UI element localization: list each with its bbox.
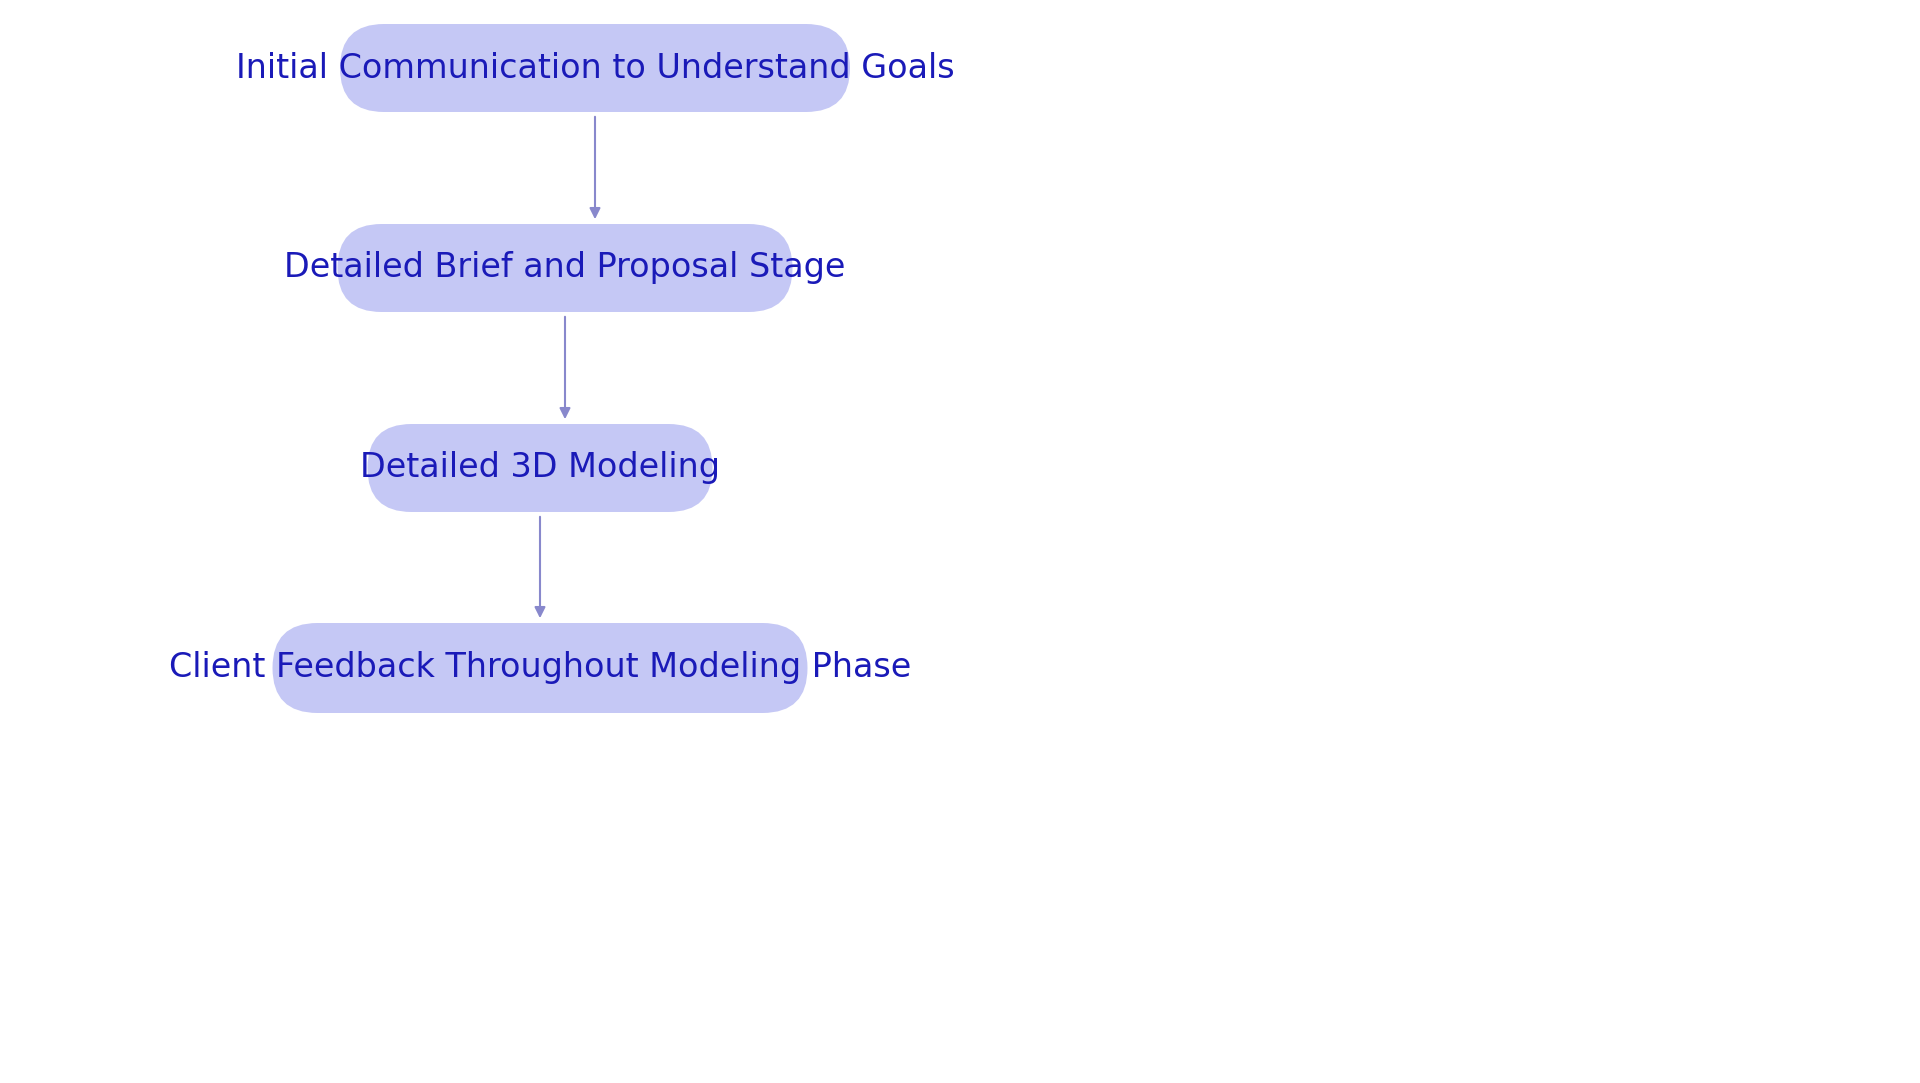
FancyBboxPatch shape [338, 224, 793, 312]
FancyBboxPatch shape [340, 24, 851, 112]
Text: Detailed Brief and Proposal Stage: Detailed Brief and Proposal Stage [284, 251, 845, 285]
FancyBboxPatch shape [367, 425, 712, 512]
Text: Client Feedback Throughout Modeling Phase: Client Feedback Throughout Modeling Phas… [169, 652, 912, 684]
FancyBboxPatch shape [273, 623, 808, 713]
Text: Initial Communication to Understand Goals: Initial Communication to Understand Goal… [236, 52, 954, 84]
Text: Detailed 3D Modeling: Detailed 3D Modeling [361, 452, 720, 484]
